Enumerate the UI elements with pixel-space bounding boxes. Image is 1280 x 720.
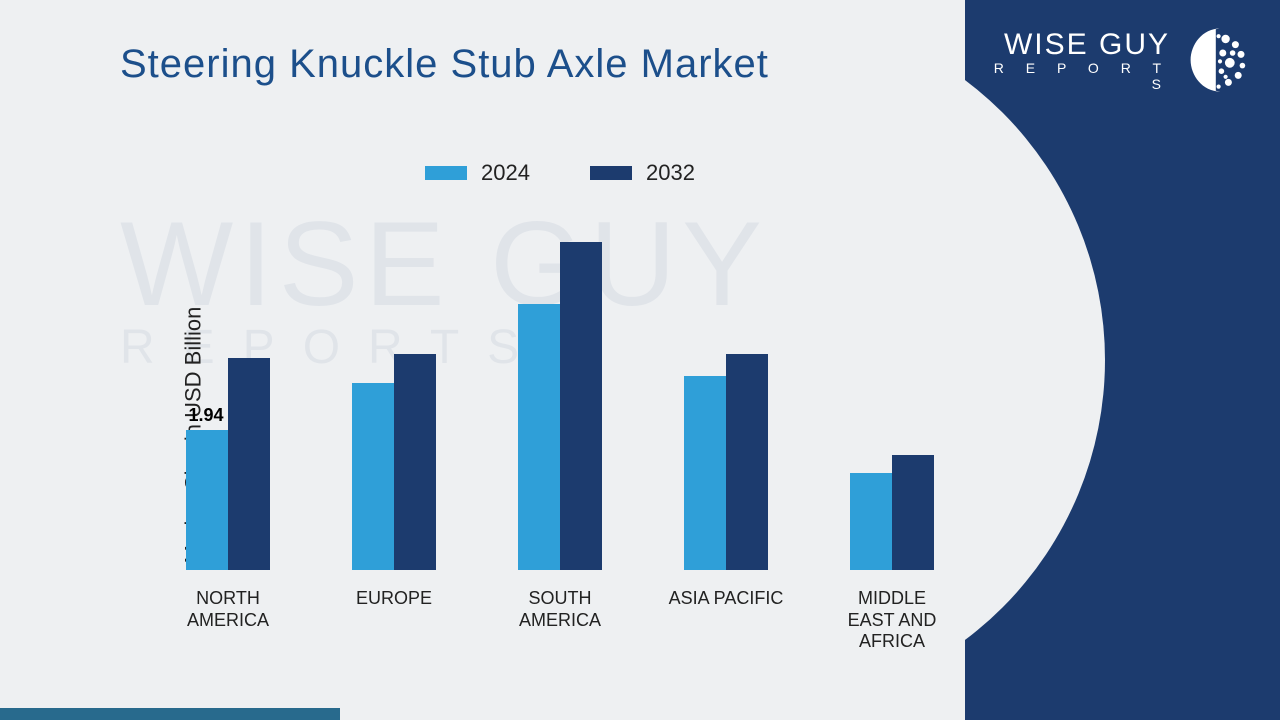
brand-text: WISE GUY R E P O R T S bbox=[965, 28, 1170, 92]
brand-line1: WISE GUY bbox=[965, 28, 1170, 62]
legend-item-2024: 2024 bbox=[425, 160, 530, 186]
brand-panel: WISE GUY R E P O R T S bbox=[965, 0, 1280, 720]
bar-series1 bbox=[352, 383, 394, 570]
bar-series1 bbox=[850, 473, 892, 570]
bar-value-label: 1.94 bbox=[188, 405, 223, 426]
bars-area: 1.94 bbox=[145, 210, 975, 570]
category-label: ASIA PACIFIC bbox=[666, 580, 786, 700]
category-labels: NORTH AMERICA EUROPE SOUTH AMERICA ASIA PAC… bbox=[145, 580, 975, 700]
bar-group bbox=[832, 455, 952, 570]
legend-label-2024: 2024 bbox=[481, 160, 530, 186]
bar-group bbox=[500, 242, 620, 570]
legend-item-2032: 2032 bbox=[590, 160, 695, 186]
bar-group bbox=[666, 354, 786, 570]
bar-series2 bbox=[726, 354, 768, 570]
bar-series1 bbox=[684, 376, 726, 570]
chart-title: Steering Knuckle Stub Axle Market bbox=[120, 42, 769, 87]
legend-label-2032: 2032 bbox=[646, 160, 695, 186]
bar-series2 bbox=[228, 358, 270, 570]
bar-group bbox=[334, 354, 454, 570]
bottom-accent-bar bbox=[0, 708, 340, 720]
brand-head-icon bbox=[1185, 25, 1255, 100]
chart-region: Market Size in USD Billion 2024 2032 1.9… bbox=[105, 170, 975, 700]
bar-series2 bbox=[394, 354, 436, 570]
bar-series1 bbox=[186, 430, 228, 570]
category-label: SOUTH AMERICA bbox=[500, 580, 620, 700]
chart-canvas: WISE GUY R E P O R T S Steering Knuckle … bbox=[0, 0, 1280, 720]
brand-line2: R E P O R T S bbox=[965, 60, 1170, 92]
category-label: MIDDLE EAST AND AFRICA bbox=[832, 580, 952, 700]
bar-series2 bbox=[892, 455, 934, 570]
bar-series1 bbox=[518, 304, 560, 570]
category-label: EUROPE bbox=[334, 580, 454, 700]
legend-swatch-2032 bbox=[590, 166, 632, 180]
plot-area: 2024 2032 1.94 bbox=[145, 170, 975, 570]
bar-group: 1.94 bbox=[168, 358, 288, 570]
category-label: NORTH AMERICA bbox=[168, 580, 288, 700]
bar-series2 bbox=[560, 242, 602, 570]
legend-swatch-2024 bbox=[425, 166, 467, 180]
legend: 2024 2032 bbox=[145, 160, 975, 186]
